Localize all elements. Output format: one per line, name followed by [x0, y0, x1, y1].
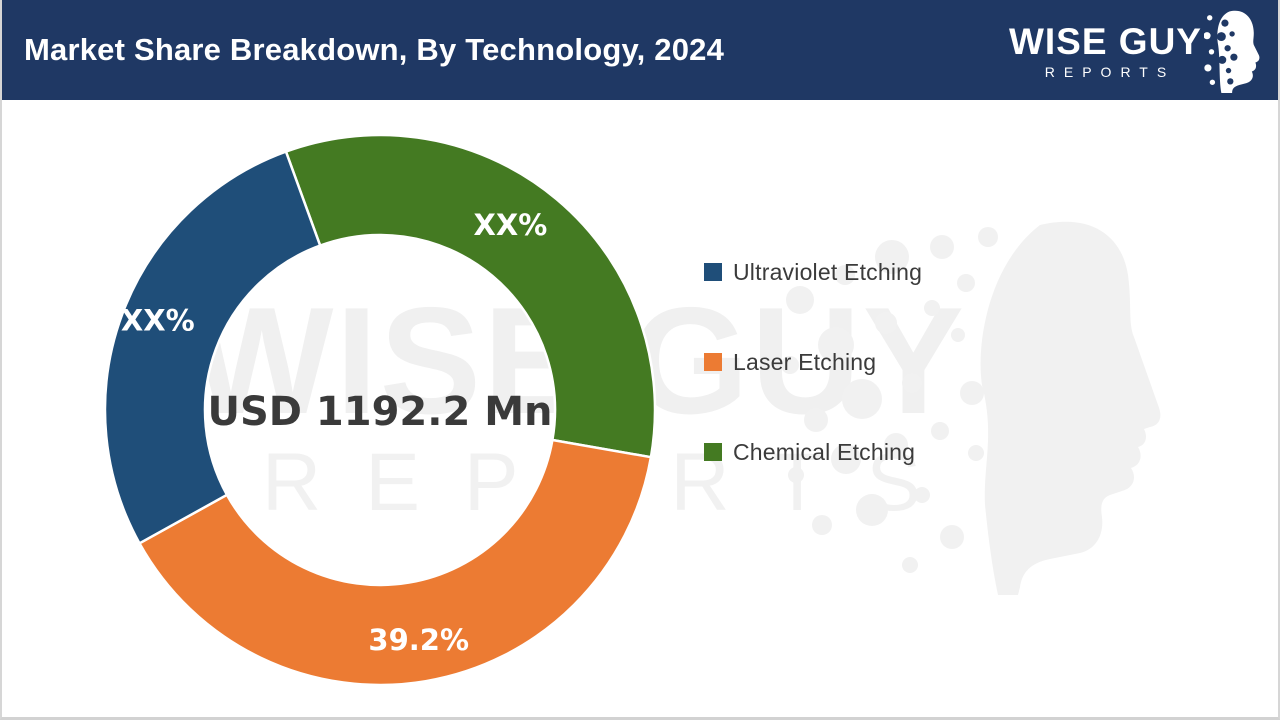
segment-value-label: XX% — [474, 208, 548, 242]
logo-face-icon — [1204, 10, 1260, 93]
header: Market Share Breakdown, By Technology, 2… — [0, 0, 1280, 100]
legend-swatch — [704, 443, 722, 461]
legend-item-ultraviolet-etching: Ultraviolet Etching — [704, 257, 922, 287]
logo-subtitle: REPORTS — [1044, 63, 1176, 80]
chart-area: WISE GUY REPORTS XX%39.2%XX% USD 1192.2 … — [0, 100, 1280, 720]
donut-segment-ultraviolet-etching — [103, 150, 322, 545]
donut-segment-laser-etching — [138, 438, 653, 687]
legend-swatch — [704, 353, 722, 371]
legend: Ultraviolet Etching Laser Etching Chemic… — [704, 257, 922, 527]
segment-value-label: XX% — [121, 303, 195, 337]
logo-text: WISE GUY REPORTS — [1008, 20, 1202, 81]
face-watermark — [781, 221, 1161, 595]
legend-swatch — [704, 263, 722, 281]
wise-guy-logo: WISE GUY REPORTS — [1009, 6, 1262, 94]
donut-center-label: USD 1192.2 Mn — [207, 389, 553, 435]
legend-label: Ultraviolet Etching — [733, 258, 923, 285]
donut-chart: XX% 39.2% XX% — [103, 133, 657, 687]
logo-wordmark: WISE GUY — [1008, 20, 1202, 62]
legend-item-laser-etching: Laser Etching — [704, 347, 922, 377]
legend-label: Chemical Etching — [733, 438, 916, 465]
page-title: Market Share Breakdown, By Technology, 2… — [24, 32, 725, 67]
legend-item-chemical-etching: Chemical Etching — [704, 437, 922, 467]
segment-value-label: 39.2% — [368, 623, 469, 657]
donut-segment-chemical-etching — [284, 133, 657, 459]
legend-label: Laser Etching — [733, 348, 877, 375]
